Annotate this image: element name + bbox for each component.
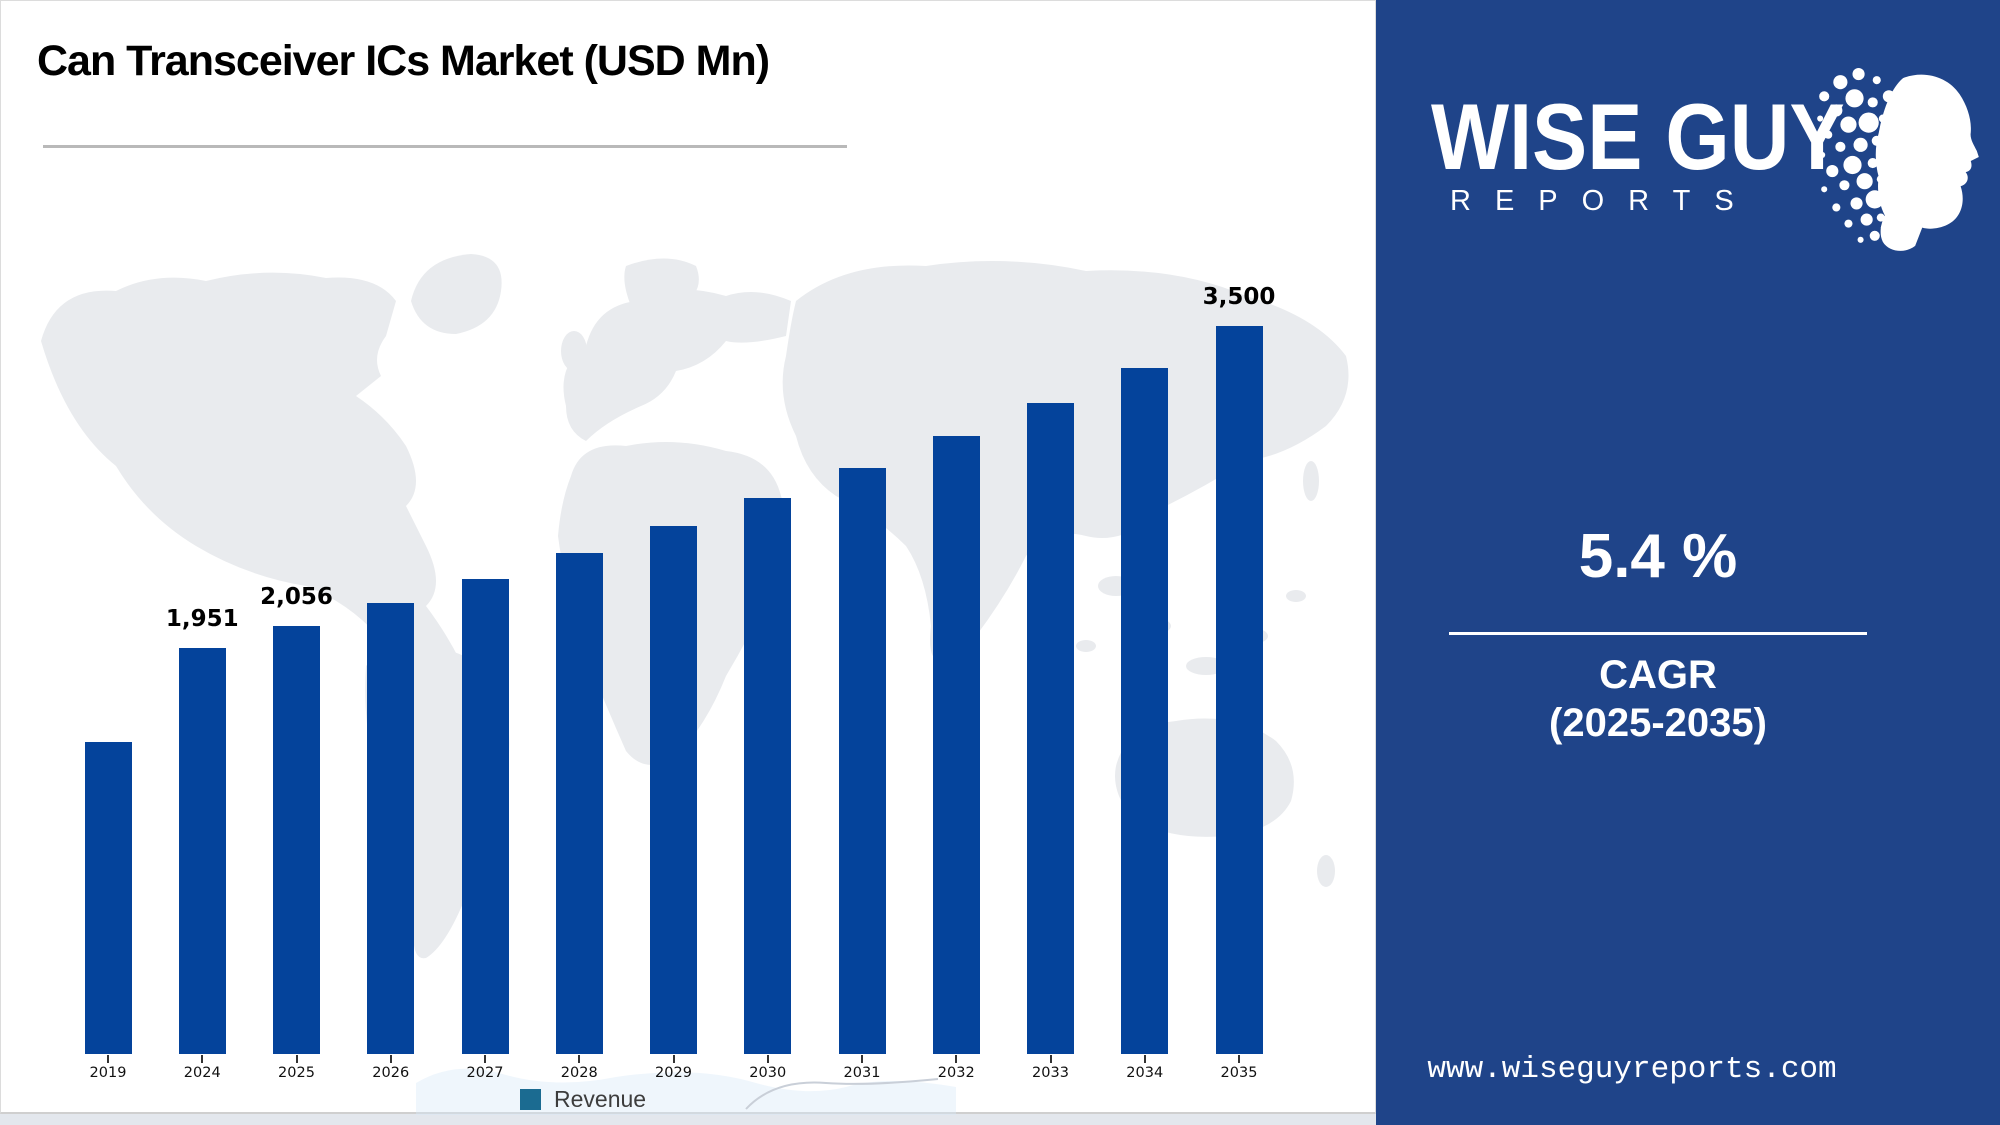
bar-2029 bbox=[650, 526, 697, 1054]
x-axis-label-2027: 2027 bbox=[466, 1065, 504, 1081]
x-axis-label-2026: 2026 bbox=[372, 1065, 410, 1081]
bar-2027 bbox=[461, 579, 509, 1054]
chart-title: Can Transceiver ICs Market (USD Mn) bbox=[37, 37, 770, 85]
logo-wordmark-wise-guy: WISE GUY bbox=[1431, 84, 1845, 189]
data-label-2025: 2,056 bbox=[260, 584, 333, 610]
legend-swatch-revenue bbox=[520, 1089, 541, 1110]
bar-2028 bbox=[555, 553, 603, 1054]
x-axis-label-2033: 2033 bbox=[1032, 1065, 1069, 1081]
sidebar: WISE GUY REPORTS bbox=[1376, 0, 2000, 1125]
x-tick-2034 bbox=[1143, 1055, 1146, 1063]
x-axis-label-2034: 2034 bbox=[1126, 1065, 1164, 1081]
cagr-label: CAGR bbox=[1599, 653, 1717, 697]
x-tick-2024 bbox=[201, 1055, 204, 1063]
bar-2019 bbox=[84, 742, 132, 1054]
title-divider bbox=[43, 145, 847, 148]
x-axis-label-2024: 2024 bbox=[183, 1065, 221, 1081]
x-tick-2035 bbox=[1238, 1055, 1240, 1063]
x-axis-label-2025: 2025 bbox=[278, 1065, 315, 1081]
data-label-2035: 3,500 bbox=[1202, 284, 1276, 310]
x-axis-label-2019: 2019 bbox=[89, 1065, 127, 1081]
x-axis-label-2028: 2028 bbox=[560, 1065, 598, 1081]
chart-legend: Revenue bbox=[520, 1086, 646, 1113]
wiseguy-logo: WISE GUY REPORTS bbox=[1376, 0, 2000, 280]
bar-2026 bbox=[367, 603, 415, 1054]
x-tick-2031 bbox=[861, 1055, 863, 1063]
bar-2030 bbox=[744, 498, 792, 1054]
bar-2025 bbox=[273, 626, 320, 1054]
legend-label: Revenue bbox=[554, 1086, 647, 1112]
x-tick-2025 bbox=[295, 1055, 298, 1063]
chart-card: Can Transceiver ICs Market (USD Mn) bbox=[0, 0, 1376, 1115]
cagr-divider bbox=[1449, 632, 1867, 635]
x-tick-2027 bbox=[484, 1055, 486, 1063]
cagr-block: 5.4 % CAGR (2025-2035) bbox=[1376, 522, 2000, 747]
data-label-2024: 1,951 bbox=[165, 606, 239, 632]
x-axis-label-2029: 2029 bbox=[655, 1065, 692, 1081]
x-axis-label-2035: 2035 bbox=[1220, 1065, 1258, 1081]
bar-2031 bbox=[838, 468, 886, 1054]
x-axis-label-2030: 2030 bbox=[749, 1065, 787, 1081]
bar-chart: 2019 2024 1,951 2025 2,056 2026 2027 2028 2029 20… bbox=[1, 1, 1375, 1112]
logo-face-icon bbox=[1817, 68, 1979, 251]
website-url[interactable]: www.wiseguyreports.com bbox=[1427, 1052, 1837, 1087]
bar-2035 bbox=[1215, 326, 1263, 1054]
x-tick-2029 bbox=[672, 1055, 675, 1063]
x-axis-label-2032: 2032 bbox=[937, 1065, 975, 1081]
x-tick-2033 bbox=[1049, 1055, 1052, 1063]
x-tick-2026 bbox=[389, 1055, 392, 1063]
cagr-value: 5.4 % bbox=[1578, 522, 1738, 591]
x-tick-2032 bbox=[955, 1055, 958, 1063]
bar-2034 bbox=[1121, 368, 1169, 1054]
logo-wordmark-reports: REPORTS bbox=[1450, 185, 1758, 217]
x-tick-2019 bbox=[107, 1055, 109, 1063]
bar-2033 bbox=[1027, 403, 1074, 1054]
cagr-range: (2025-2035) bbox=[1549, 701, 1767, 745]
x-tick-2030 bbox=[766, 1055, 769, 1063]
bar-2032 bbox=[932, 436, 980, 1054]
bar-2024 bbox=[178, 648, 226, 1054]
x-tick-2028 bbox=[578, 1055, 581, 1063]
x-axis-label-2031: 2031 bbox=[843, 1065, 881, 1081]
